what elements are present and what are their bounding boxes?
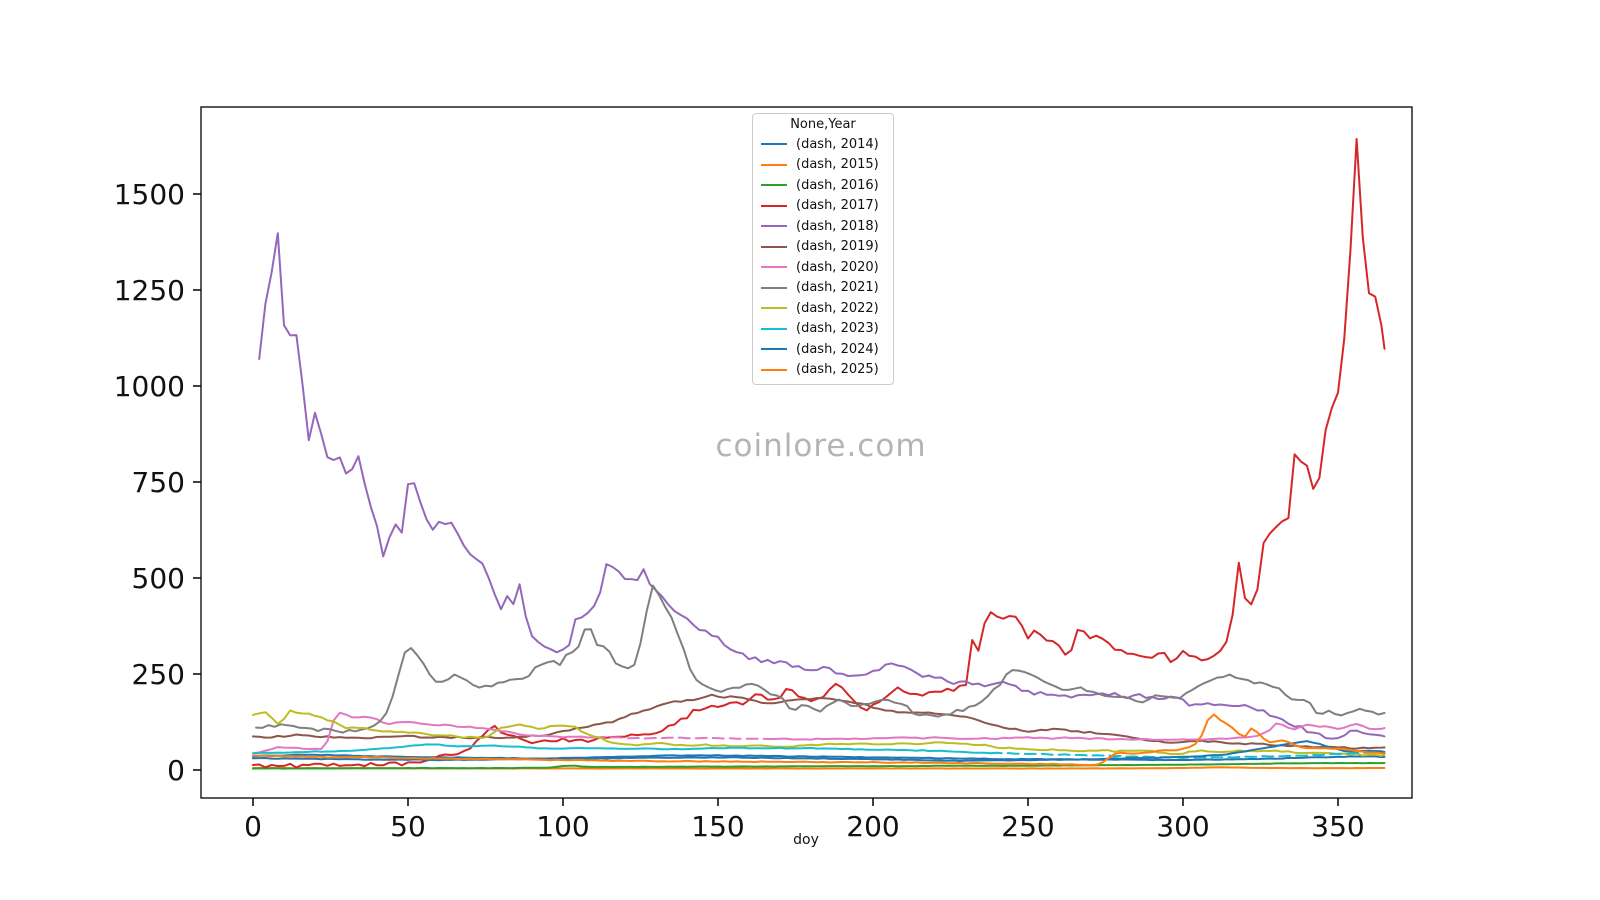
legend-swatch bbox=[761, 307, 787, 310]
series-line-2019 bbox=[252, 693, 1386, 750]
legend-label: (dash, 2020) bbox=[796, 259, 879, 275]
y-tick-label: 500 bbox=[132, 562, 185, 595]
legend-entry: (dash, 2016) bbox=[753, 175, 893, 196]
legend-label: (dash, 2021) bbox=[796, 280, 879, 296]
legend-label: (dash, 2018) bbox=[796, 218, 879, 234]
series-line-2016 bbox=[252, 762, 1386, 770]
series-line-2020 bbox=[593, 735, 775, 740]
series-line-2020 bbox=[772, 722, 1386, 741]
legend-title: None,Year bbox=[790, 117, 856, 132]
series-line-2024 bbox=[252, 740, 1386, 762]
x-tick-label: 100 bbox=[536, 810, 589, 843]
legend-swatch bbox=[761, 163, 787, 166]
legend-swatch bbox=[761, 225, 787, 228]
x-tick-label: 150 bbox=[691, 810, 744, 843]
x-tick-label: 250 bbox=[1001, 810, 1054, 843]
legend-swatch bbox=[761, 286, 787, 289]
legend-label: (dash, 2019) bbox=[796, 239, 879, 255]
legend-entry: (dash, 2018) bbox=[753, 216, 893, 237]
legend-label: (dash, 2017) bbox=[796, 198, 879, 214]
y-tick-label: 1000 bbox=[114, 370, 185, 403]
x-tick-label: 350 bbox=[1311, 810, 1364, 843]
series-line-2014 bbox=[252, 753, 1386, 762]
legend-label: (dash, 2016) bbox=[796, 177, 879, 193]
legend: None,Year (dash, 2014) (dash, 2015) (dash,… bbox=[752, 113, 894, 385]
legend-swatch bbox=[761, 348, 787, 351]
legend-entry: (dash, 2022) bbox=[753, 298, 893, 319]
legend-swatch bbox=[761, 204, 787, 207]
legend-label: (dash, 2015) bbox=[796, 157, 879, 173]
series-line-2021 bbox=[255, 584, 1386, 734]
series-line-2022 bbox=[252, 709, 1386, 757]
legend-swatch bbox=[761, 143, 787, 146]
series-line-2023 bbox=[252, 743, 992, 755]
y-tick-label: 1500 bbox=[114, 178, 185, 211]
y-tick-label: 250 bbox=[132, 658, 185, 691]
legend-entry: (dash, 2015) bbox=[753, 155, 893, 176]
legend-entry: (dash, 2020) bbox=[753, 257, 893, 278]
legend-label: (dash, 2023) bbox=[796, 321, 879, 337]
legend-swatch bbox=[761, 327, 787, 330]
legend-label: (dash, 2025) bbox=[796, 362, 879, 378]
series-line-2025 bbox=[252, 713, 1386, 766]
legend-swatch bbox=[761, 368, 787, 371]
series-line-2020 bbox=[252, 711, 595, 755]
y-tick-label: 1250 bbox=[114, 274, 185, 307]
legend-entry: (dash, 2021) bbox=[753, 278, 893, 299]
y-tick-label: 750 bbox=[132, 466, 185, 499]
x-axis-label: doy bbox=[793, 832, 819, 848]
series-line-2018 bbox=[258, 232, 1386, 740]
legend-swatch bbox=[761, 245, 787, 248]
legend-entry: (dash, 2023) bbox=[753, 319, 893, 340]
x-tick-label: 200 bbox=[846, 810, 899, 843]
x-tick-label: 50 bbox=[390, 810, 426, 843]
legend-entry: (dash, 2019) bbox=[753, 237, 893, 258]
y-tick-label: 0 bbox=[167, 754, 185, 787]
legend-entry: (dash, 2014) bbox=[753, 134, 893, 155]
legend-swatch bbox=[761, 266, 787, 269]
legend-label: (dash, 2014) bbox=[796, 136, 879, 152]
plot-border bbox=[200, 106, 1413, 799]
watermark: coinlore.com bbox=[715, 428, 927, 464]
legend-swatch bbox=[761, 184, 787, 187]
legend-entry: (dash, 2024) bbox=[753, 339, 893, 360]
series-group bbox=[252, 138, 1386, 770]
x-tick-label: 0 bbox=[244, 810, 262, 843]
legend-label: (dash, 2024) bbox=[796, 341, 879, 357]
x-tick-label: 300 bbox=[1156, 810, 1209, 843]
legend-entry: (dash, 2025) bbox=[753, 360, 893, 381]
legend-entry: (dash, 2017) bbox=[753, 196, 893, 217]
legend-label: (dash, 2022) bbox=[796, 300, 879, 316]
